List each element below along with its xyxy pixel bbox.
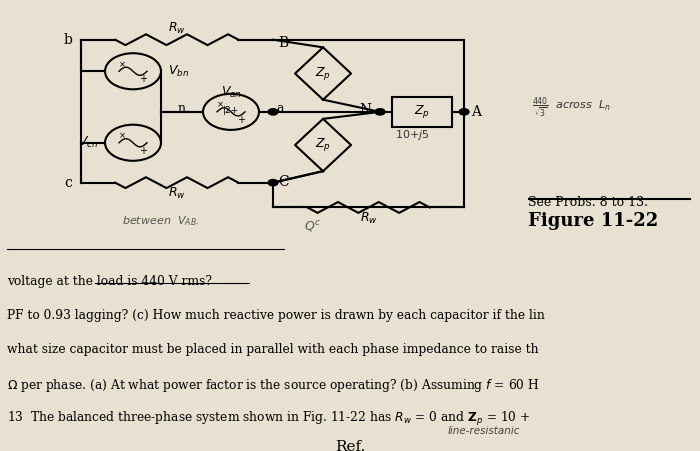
Text: $Q^c$: $Q^c$ <box>304 219 322 234</box>
Text: between  $V_{AB}$.: between $V_{AB}$. <box>122 214 200 228</box>
Text: $V_{bn}$: $V_{bn}$ <box>168 64 189 79</box>
Text: +: + <box>237 115 245 125</box>
Text: $R_w$: $R_w$ <box>360 211 377 226</box>
Text: c: c <box>64 175 72 190</box>
Text: B: B <box>279 36 288 50</box>
Text: $Z_p$: $Z_p$ <box>315 65 331 82</box>
Text: $\Omega$ per phase. (a) At what power factor is the source operating? (b) Assumi: $\Omega$ per phase. (a) At what power fa… <box>7 377 540 394</box>
Text: $Z_p$: $Z_p$ <box>414 103 430 120</box>
Circle shape <box>459 109 469 115</box>
Text: See Probs. 8 to 13.: See Probs. 8 to 13. <box>528 196 648 209</box>
Text: A: A <box>471 105 481 119</box>
Text: +: + <box>139 146 147 156</box>
Text: ×: × <box>119 60 126 69</box>
Text: $R_w$: $R_w$ <box>168 21 186 36</box>
Circle shape <box>268 109 278 115</box>
Text: ×: × <box>217 101 224 110</box>
Text: PF to 0.93 lagging? (c) How much reactive power is drawn by each capacitor if th: PF to 0.93 lagging? (c) How much reactiv… <box>7 309 545 322</box>
Text: |2+: |2+ <box>223 106 239 115</box>
Text: $R_w$: $R_w$ <box>168 186 186 202</box>
Circle shape <box>268 179 278 186</box>
Text: $\frac{440}{\sqrt{3}}$  across  $L_n$: $\frac{440}{\sqrt{3}}$ across $L_n$ <box>532 96 611 121</box>
Text: C: C <box>279 175 289 189</box>
Text: $V_{cn}$: $V_{cn}$ <box>78 135 98 150</box>
Text: $10{+}j5$: $10{+}j5$ <box>395 128 430 143</box>
FancyBboxPatch shape <box>392 97 452 126</box>
Text: n: n <box>178 102 186 115</box>
Text: N: N <box>360 103 372 117</box>
Text: $Z_p$: $Z_p$ <box>315 137 331 153</box>
Circle shape <box>375 109 385 115</box>
Text: $V_{an}$: $V_{an}$ <box>220 85 241 100</box>
Text: +: + <box>139 74 147 84</box>
Text: what size capacitor must be placed in parallel with each phase impedance to rais: what size capacitor must be placed in pa… <box>7 343 538 356</box>
Text: Ref.: Ref. <box>335 440 365 451</box>
Text: ×: × <box>119 131 126 140</box>
Text: line-resistanic: line-resistanic <box>448 426 521 436</box>
Text: Figure 11-22: Figure 11-22 <box>528 212 659 230</box>
Text: a: a <box>276 102 284 115</box>
Text: b: b <box>63 32 72 47</box>
Text: voltage at the load is 440 V rms?: voltage at the load is 440 V rms? <box>7 275 212 288</box>
Text: 13  The balanced three-phase system shown in Fig. 11-22 has $R_w$ = 0 and $\math: 13 The balanced three-phase system shown… <box>7 410 531 428</box>
